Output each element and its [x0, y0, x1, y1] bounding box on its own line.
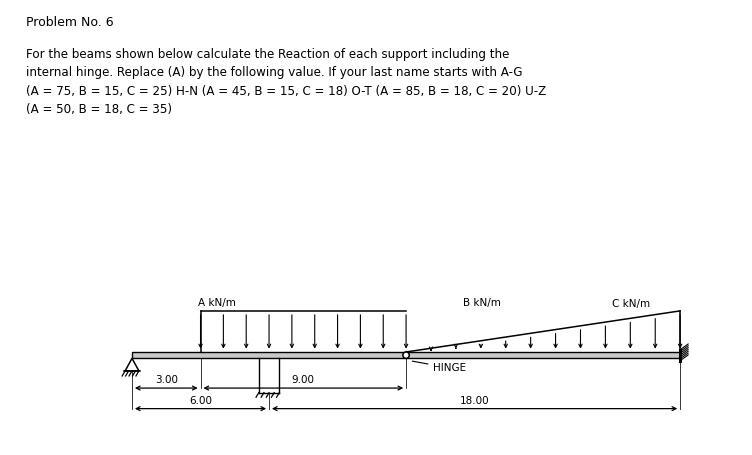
Text: A kN/m: A kN/m	[199, 298, 236, 308]
Text: C kN/m: C kN/m	[611, 298, 650, 308]
Text: HINGE: HINGE	[412, 361, 466, 373]
Bar	[406, 352, 680, 359]
Polygon shape	[125, 359, 139, 371]
Text: 9.00: 9.00	[292, 375, 315, 385]
Text: 18.00: 18.00	[459, 396, 490, 406]
Bar	[132, 352, 406, 359]
Text: For the beams shown below calculate the Reaction of each support including the
i: For the beams shown below calculate the …	[26, 48, 547, 116]
Circle shape	[403, 352, 409, 359]
Text: 6.00: 6.00	[189, 396, 212, 406]
Text: B kN/m: B kN/m	[463, 298, 501, 308]
Text: Problem No. 6: Problem No. 6	[26, 16, 114, 29]
Text: 3.00: 3.00	[155, 375, 177, 385]
